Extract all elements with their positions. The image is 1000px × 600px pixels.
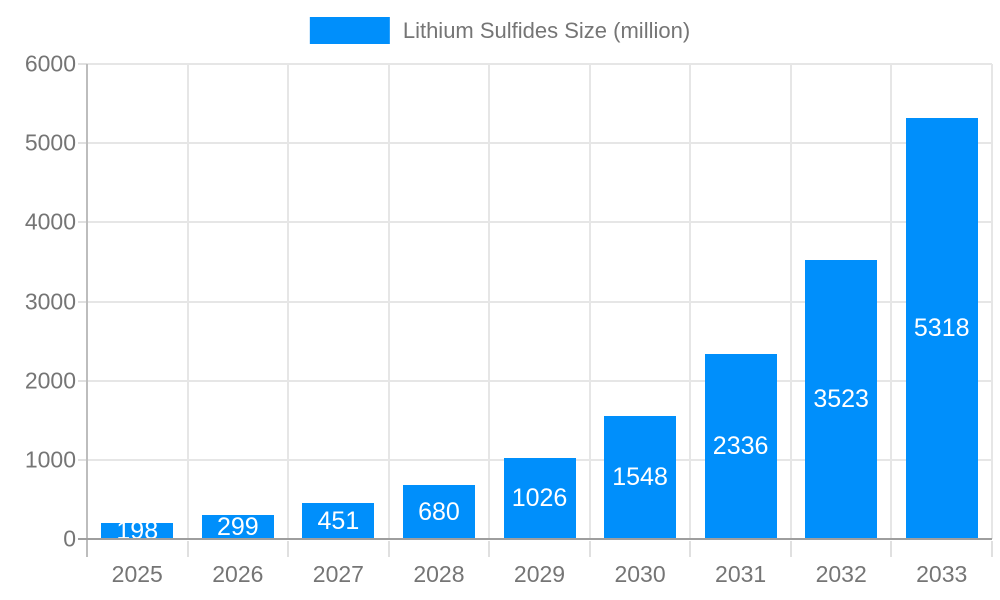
y-tick-mark bbox=[78, 221, 87, 224]
gridline-x bbox=[387, 64, 390, 539]
gridline-x bbox=[991, 64, 993, 539]
bar-2028[interactable]: 680 bbox=[402, 485, 475, 539]
x-axis-tick-label-2029: 2029 bbox=[513, 561, 566, 587]
bar-2032[interactable]: 3523 bbox=[805, 260, 878, 539]
gridline-x bbox=[186, 64, 189, 539]
x-tick-mark bbox=[287, 541, 290, 557]
bar-2029[interactable]: 1026 bbox=[503, 457, 576, 539]
x-axis-baseline bbox=[78, 538, 992, 540]
bar-2025[interactable]: 198 bbox=[101, 518, 174, 543]
y-axis-tick-label-0: 0 bbox=[63, 525, 76, 552]
x-tick-mark bbox=[890, 541, 893, 557]
x-tick-mark bbox=[186, 541, 189, 557]
bar-value-label-2028: 680 bbox=[418, 497, 460, 526]
y-tick-mark bbox=[78, 63, 87, 65]
x-tick-mark bbox=[789, 541, 792, 557]
x-axis-tick-label-2033: 2033 bbox=[916, 561, 968, 587]
bar-2027[interactable]: 451 bbox=[302, 503, 375, 539]
y-axis-tick-label-5000: 5000 bbox=[24, 129, 76, 156]
gridline-y-3000 bbox=[87, 300, 992, 303]
y-axis-tick-label-6000: 6000 bbox=[24, 50, 76, 77]
y-axis-tick-label-4000: 4000 bbox=[24, 208, 76, 235]
x-tick-mark bbox=[387, 541, 390, 557]
y-tick-mark bbox=[78, 458, 87, 461]
legend-label: Lithium Sulfides Size (million) bbox=[402, 17, 691, 43]
bar-value-label-2027: 451 bbox=[317, 506, 360, 535]
gridline-y-6000 bbox=[87, 63, 992, 65]
x-tick-mark bbox=[689, 541, 692, 557]
x-tick-mark bbox=[991, 541, 993, 557]
gridline-x bbox=[789, 64, 792, 539]
y-tick-mark bbox=[78, 379, 87, 382]
plot-area: 198 299 451 680 1026 1548 2336 3523 5318 bbox=[78, 63, 993, 557]
x-axis-tick-label-2026: 2026 bbox=[212, 561, 264, 587]
legend-swatch-icon bbox=[309, 17, 390, 44]
y-axis-tick-label-3000: 3000 bbox=[24, 288, 76, 314]
bar-2030[interactable]: 1548 bbox=[604, 416, 677, 539]
x-axis-tick-label-2025: 2025 bbox=[111, 561, 163, 587]
x-axis-tick-label-2028: 2028 bbox=[413, 561, 465, 587]
y-tick-mark bbox=[78, 300, 87, 303]
bar-value-label-2026: 299 bbox=[216, 512, 259, 541]
gridline-x bbox=[488, 64, 491, 539]
x-axis-tick-label-2027: 2027 bbox=[312, 561, 364, 587]
gridline-x bbox=[689, 64, 692, 539]
bar-value-label-2031: 2336 bbox=[712, 432, 769, 461]
x-axis-tick-label-2032: 2032 bbox=[815, 561, 867, 587]
gridline-x bbox=[287, 64, 290, 539]
chart-legend[interactable]: Lithium Sulfides Size (million) bbox=[309, 17, 691, 44]
x-axis-tick-label-2030: 2030 bbox=[614, 561, 666, 587]
y-tick-mark bbox=[78, 142, 87, 145]
bar-value-label-2030: 1548 bbox=[612, 463, 668, 492]
gridline-y-4000 bbox=[87, 221, 992, 224]
y-axis-tick-label-1000: 1000 bbox=[24, 446, 76, 473]
x-tick-mark bbox=[488, 541, 491, 557]
y-axis-tick-label-2000: 2000 bbox=[24, 367, 76, 394]
bar-value-label-2029: 1026 bbox=[511, 483, 568, 512]
gridline-y-5000 bbox=[87, 142, 992, 145]
x-tick-mark bbox=[588, 541, 591, 557]
bar-2031[interactable]: 2336 bbox=[704, 354, 777, 539]
bar-2033[interactable]: 5318 bbox=[905, 118, 978, 539]
x-axis-tick-label-2031: 2031 bbox=[715, 561, 767, 587]
bar-2026[interactable]: 299 bbox=[201, 512, 274, 541]
gridline-x bbox=[588, 64, 591, 539]
gridline-x bbox=[890, 64, 893, 539]
y-axis-line bbox=[86, 64, 88, 557]
bar-value-label-2033: 5318 bbox=[913, 314, 970, 342]
bar-value-label-2032: 3523 bbox=[813, 385, 869, 414]
gridline-y-2000 bbox=[87, 379, 992, 382]
